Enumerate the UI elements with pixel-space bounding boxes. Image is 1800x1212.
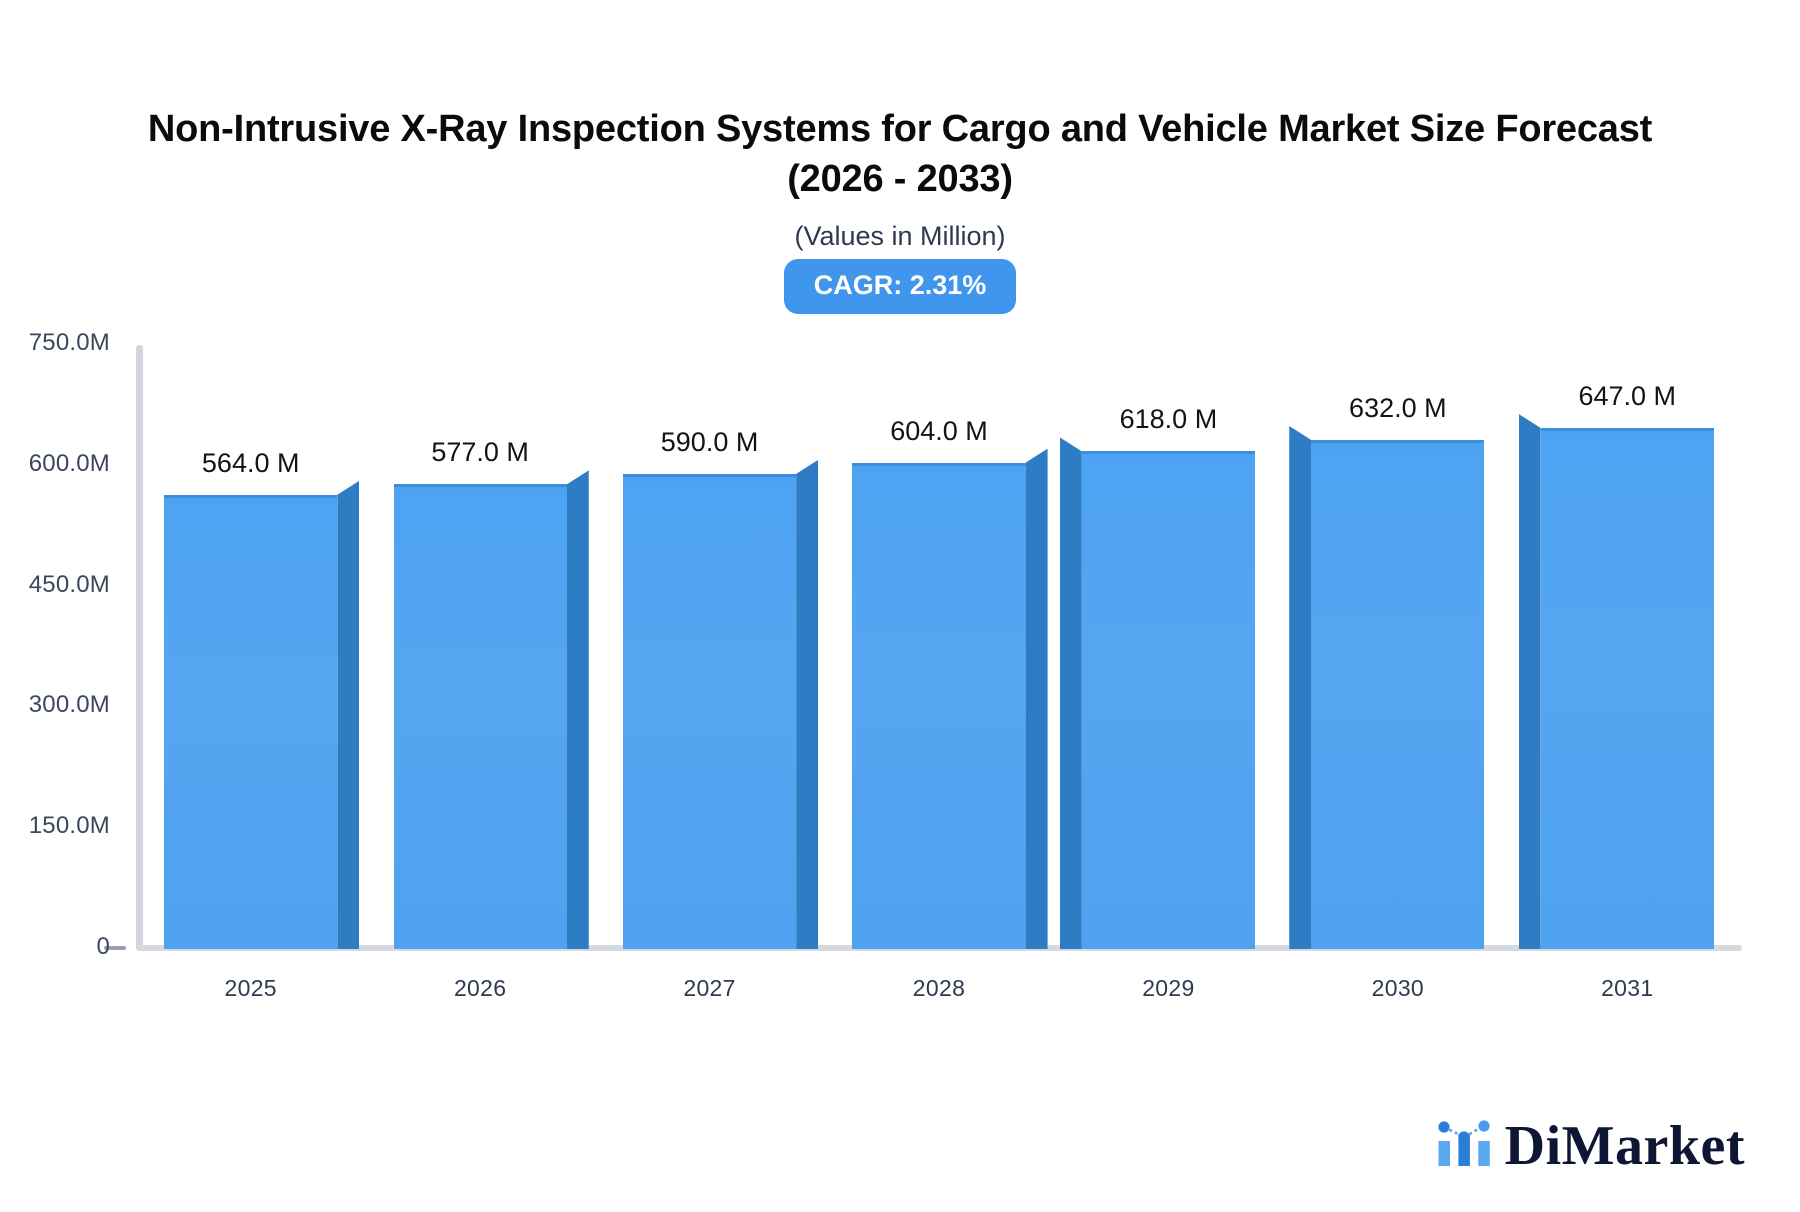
bar-side-face bbox=[1025, 448, 1048, 949]
page-title: Non-Intrusive X-Ray Inspection Systems f… bbox=[147, 108, 1653, 201]
y-axis-tick-label: 600.0M bbox=[28, 449, 110, 477]
bar-front-face bbox=[622, 473, 797, 949]
x-axis-tick-label: 2031 bbox=[1601, 975, 1654, 1001]
cagr-badge-container: CAGR: 2.31% bbox=[0, 258, 1800, 314]
bar-value-label: 577.0 M bbox=[431, 437, 529, 468]
bar-side-face bbox=[796, 459, 819, 949]
bar-value-label: 618.0 M bbox=[1119, 404, 1218, 435]
bar-side-face bbox=[1518, 413, 1541, 949]
bar-series: 564.0 M 577.0 M 590.0 M 604.0 M 618.0 M 632.0… bbox=[136, 345, 1742, 949]
bar-value-label: 564.0 M bbox=[201, 447, 300, 478]
y-axis-tick-label: 0 bbox=[96, 933, 110, 960]
y-axis-tick-label: 150.0M bbox=[28, 812, 110, 840]
bar-column[interactable]: 604.0 M bbox=[852, 345, 1048, 949]
chart-subtitle: (Values in Million) bbox=[794, 221, 1006, 252]
y-axis-zero-tick bbox=[104, 946, 126, 950]
x-axis-tick-label: 2030 bbox=[1371, 975, 1425, 1001]
bar-top-edge bbox=[852, 462, 1026, 466]
x-axis-tick-label: 2028 bbox=[912, 975, 966, 1001]
brand-logo: DiMarket bbox=[1435, 1117, 1745, 1174]
bar-column[interactable]: 564.0 M bbox=[164, 345, 360, 949]
x-axis-tick-label: 2027 bbox=[683, 975, 736, 1001]
brand-name: DiMarket bbox=[1504, 1114, 1745, 1177]
x-axis-tick-label: 2026 bbox=[453, 975, 507, 1001]
bar-column[interactable]: 590.0 M bbox=[622, 345, 819, 949]
bar-side-face bbox=[566, 470, 589, 949]
bar-top-edge bbox=[164, 494, 338, 498]
chart-header: Non-Intrusive X-Ray Inspection Systems f… bbox=[0, 104, 1800, 314]
bar-value-label: 647.0 M bbox=[1578, 380, 1677, 411]
bar-front-face bbox=[1540, 427, 1714, 949]
bar-top-edge bbox=[1081, 451, 1256, 455]
bar-column[interactable]: 632.0 M bbox=[1289, 345, 1485, 949]
bar-side-face bbox=[337, 480, 360, 949]
y-axis-tick-label: 750.0M bbox=[28, 329, 110, 356]
bar-chart-logo-icon bbox=[1435, 1117, 1493, 1174]
bar-side-face bbox=[1289, 426, 1312, 949]
bar-front-face bbox=[1081, 451, 1256, 949]
y-axis-tick-label: 300.0M bbox=[28, 691, 110, 719]
y-axis-tick-label: 450.0M bbox=[28, 570, 110, 598]
bar-column[interactable]: 618.0 M bbox=[1059, 345, 1256, 949]
bar-top-edge bbox=[393, 484, 567, 488]
bar-top-edge bbox=[1540, 427, 1714, 431]
bar-front-face bbox=[1311, 440, 1485, 949]
y-axis-line bbox=[136, 345, 143, 949]
bar-column[interactable]: 647.0 M bbox=[1518, 345, 1714, 949]
bar-side-face bbox=[1059, 437, 1082, 949]
bar-value-label: 590.0 M bbox=[660, 426, 759, 457]
bar-front-face bbox=[852, 462, 1026, 949]
status-badge-cagr: CAGR: 2.31% bbox=[783, 258, 1017, 314]
bar-front-face bbox=[393, 484, 567, 949]
x-axis-tick-label: 2029 bbox=[1142, 975, 1195, 1001]
bar-value-label: 604.0 M bbox=[890, 415, 988, 446]
bar-top-edge bbox=[1311, 440, 1485, 444]
bar-top-edge bbox=[622, 473, 797, 477]
bar-value-label: 632.0 M bbox=[1349, 393, 1447, 424]
x-axis-tick-label: 2025 bbox=[224, 975, 277, 1001]
bar-column[interactable]: 577.0 M bbox=[393, 345, 589, 949]
bar-front-face bbox=[164, 494, 338, 949]
